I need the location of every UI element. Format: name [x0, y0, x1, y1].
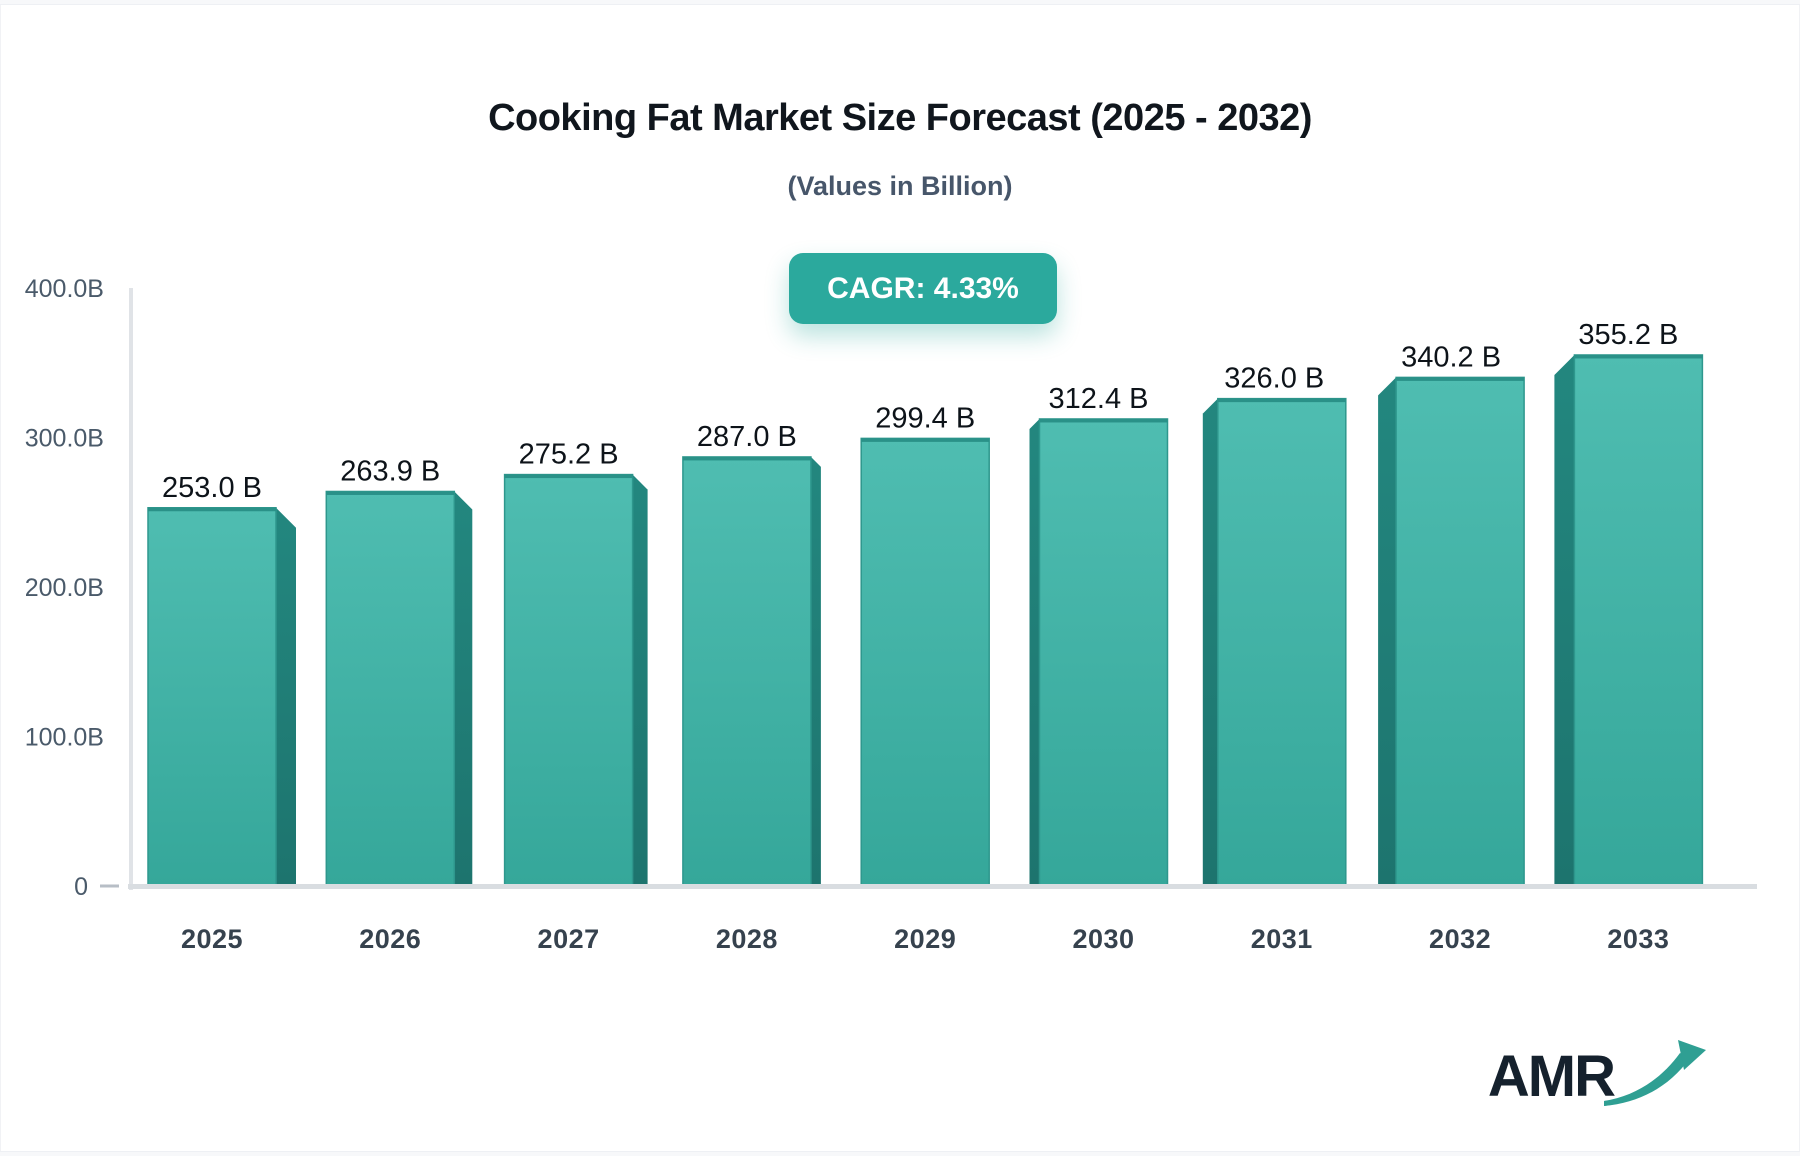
- y-tick-200.0B: 200.0B: [25, 574, 104, 602]
- bar-side-2031: [1202, 398, 1218, 886]
- x-tick-2029: 2029: [894, 924, 956, 954]
- x-tick-2025: 2025: [181, 924, 243, 954]
- bar-top-edge-2033: [1574, 354, 1703, 359]
- value-label-2025: 253.0 B: [162, 472, 262, 504]
- value-label-2032: 340.2 B: [1401, 341, 1501, 373]
- x-tick-2028: 2028: [716, 924, 778, 954]
- bar-2026: [325, 490, 456, 887]
- chart-title: Cooking Fat Market Size Forecast (2025 -…: [488, 97, 1312, 139]
- growth-arrow-icon: [1604, 1040, 1706, 1106]
- bar-2032: [1395, 376, 1525, 887]
- bar-2031: [1217, 397, 1347, 887]
- x-tick-2030: 2030: [1072, 924, 1134, 954]
- bar-2025: [147, 507, 277, 887]
- value-label-2028: 287.0 B: [697, 421, 797, 453]
- value-label-2026: 263.9 B: [340, 455, 440, 487]
- x-tick-2032: 2032: [1429, 924, 1491, 954]
- bar-side-2027: [632, 474, 648, 886]
- bar-top-edge-2027: [504, 474, 633, 479]
- bar-side-2025: [276, 507, 296, 886]
- amr-logo-text: AMR: [1487, 1044, 1616, 1109]
- bar-side-2033: [1554, 354, 1575, 886]
- x-axis-line: [128, 884, 1757, 889]
- bar-top-edge-2032: [1396, 377, 1525, 381]
- cagr-badge: CAGR: 4.33%: [789, 253, 1057, 324]
- bar-top-edge-2026: [326, 491, 455, 495]
- bar-side-2028: [810, 456, 821, 886]
- y-tick-300.0B: 300.0B: [25, 425, 104, 453]
- bar-side-2030: [1029, 418, 1040, 886]
- bar-2029: [860, 437, 990, 887]
- x-tick-2027: 2027: [538, 924, 600, 954]
- value-label-2033: 355.2 B: [1578, 319, 1678, 351]
- x-tick-2031: 2031: [1251, 924, 1313, 954]
- x-tick-2033: 2033: [1607, 924, 1669, 954]
- y-tick-100.0B: 100.0B: [25, 724, 104, 752]
- bar-side-2026: [454, 491, 473, 886]
- bar-2028: [682, 456, 812, 887]
- bar-2030: [1038, 418, 1169, 887]
- bar-2027: [503, 473, 634, 887]
- amr-logo: AMR: [1488, 1034, 1712, 1120]
- value-label-2027: 275.2 B: [519, 439, 619, 471]
- bar-2033: [1573, 354, 1704, 887]
- bar-top-edge-2030: [1039, 418, 1168, 423]
- y-tick-0: 0: [74, 873, 88, 901]
- page-frame-bottom: [0, 1151, 1800, 1156]
- value-label-2029: 299.4 B: [875, 402, 975, 434]
- bar-side-2032: [1378, 377, 1397, 886]
- bar-top-edge-2025: [148, 507, 276, 512]
- value-label-2030: 312.4 B: [1049, 383, 1149, 415]
- y-tick-400.0B: 400.0B: [25, 275, 104, 303]
- chart-subtitle: (Values in Billion): [787, 171, 1013, 201]
- page-frame-top: [0, 0, 1800, 5]
- bar-top-edge-2031: [1217, 398, 1346, 403]
- value-label-2031: 326.0 B: [1224, 363, 1324, 395]
- bar-top-edge-2028: [682, 456, 811, 461]
- y-axis-line: [129, 288, 133, 890]
- bar-top-edge-2029: [861, 438, 990, 442]
- x-tick-2026: 2026: [359, 924, 421, 954]
